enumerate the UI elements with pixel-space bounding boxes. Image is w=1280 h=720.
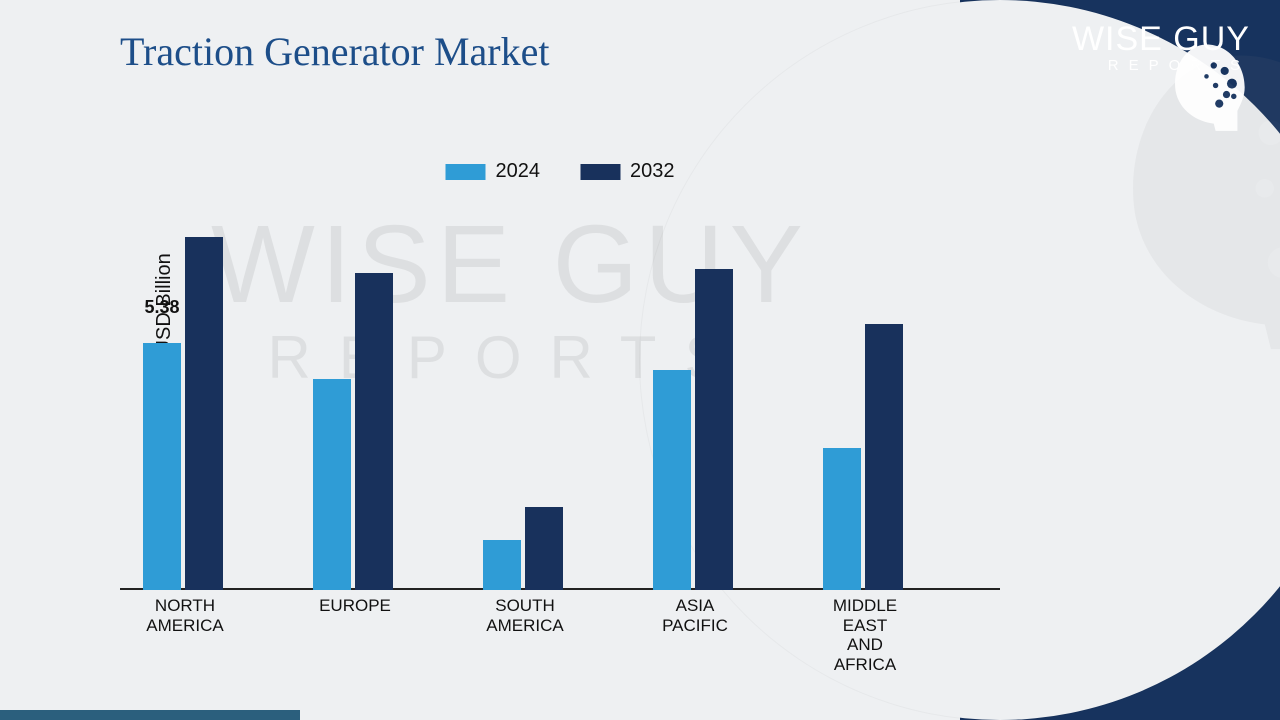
stage: WISE GUY REPORTS Traction Generator Mark…	[0, 0, 1280, 720]
category-label: MIDDLE EAST AND AFRICA	[795, 590, 935, 674]
category-label: ASIA PACIFIC	[625, 590, 765, 635]
chart: 2024 2032 5.38NORTH AMERICA EUROPE SOUTH A…	[110, 160, 1010, 590]
legend-item-2024: 2024	[446, 160, 541, 183]
bar-group: MIDDLE EAST AND AFRICA	[815, 200, 915, 590]
bar-2024	[313, 379, 351, 590]
bar-2024	[143, 343, 181, 590]
legend-item-2032: 2032	[580, 160, 675, 183]
bar-2024	[653, 370, 691, 590]
value-label: 5.38	[144, 297, 179, 318]
bar-group: 5.38NORTH AMERICA	[135, 200, 235, 590]
brand-logo: WISE GUY REPORTS	[1072, 22, 1250, 73]
legend-label-2024: 2024	[496, 160, 541, 183]
category-label: EUROPE	[285, 590, 425, 616]
legend: 2024 2032	[446, 160, 675, 183]
bar-group: ASIA PACIFIC	[645, 200, 745, 590]
bar-2032	[355, 273, 393, 590]
category-label: SOUTH AMERICA	[455, 590, 595, 635]
bar-2032	[865, 324, 903, 590]
plot-area: 5.38NORTH AMERICA EUROPE SOUTH AMERICA ASIA…	[120, 200, 1000, 590]
legend-swatch-2024	[446, 164, 486, 180]
chart-title: Traction Generator Market	[120, 28, 550, 75]
legend-label-2032: 2032	[630, 160, 675, 183]
footer-accent	[0, 710, 300, 720]
bar-2032	[695, 269, 733, 590]
bar-2032	[525, 507, 563, 590]
bar-2024	[483, 540, 521, 590]
bar-2024	[823, 448, 861, 590]
category-label: NORTH AMERICA	[115, 590, 255, 635]
bar-group: EUROPE	[305, 200, 405, 590]
bar-group: SOUTH AMERICA	[475, 200, 575, 590]
logo-head-icon	[1159, 40, 1254, 140]
bar-2032	[185, 237, 223, 590]
legend-swatch-2032	[580, 164, 620, 180]
